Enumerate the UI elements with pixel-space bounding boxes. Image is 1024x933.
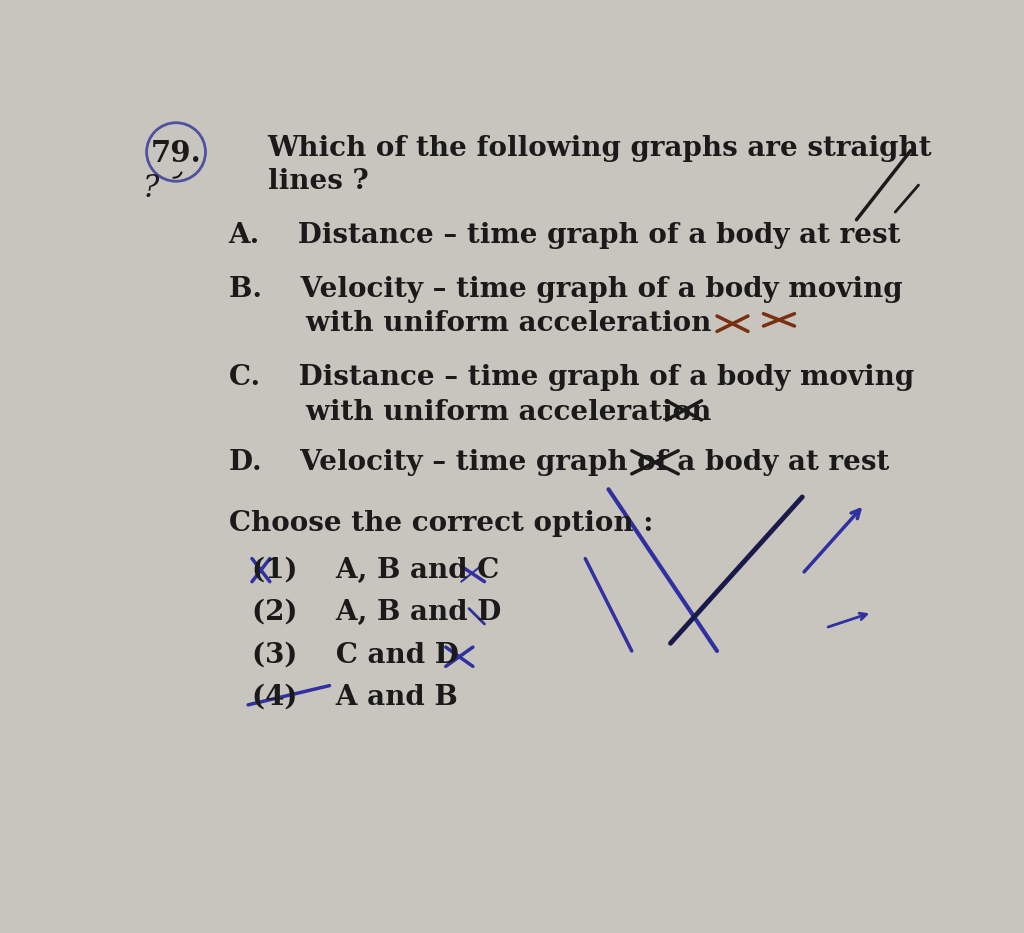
Text: C.    Distance – time graph of a body moving: C. Distance – time graph of a body movin…: [228, 364, 914, 391]
Text: with uniform acceleration: with uniform acceleration: [228, 310, 711, 337]
Text: A.    Distance – time graph of a body at rest: A. Distance – time graph of a body at re…: [228, 222, 901, 249]
Text: 79.: 79.: [151, 139, 202, 168]
Text: (3)    C and D: (3) C and D: [252, 641, 459, 668]
Text: ?: ?: [143, 174, 160, 204]
Text: (1)    A, B and C: (1) A, B and C: [252, 557, 500, 584]
Text: B.    Velocity – time graph of a body moving: B. Velocity – time graph of a body movin…: [228, 275, 902, 302]
Text: (2)    A, B and D: (2) A, B and D: [252, 599, 502, 626]
Text: (4)    A and B: (4) A and B: [252, 684, 458, 711]
Text: with uniform acceleration: with uniform acceleration: [228, 398, 711, 425]
Text: lines ?: lines ?: [267, 168, 369, 195]
Text: D.    Velocity – time graph of a body at rest: D. Velocity – time graph of a body at re…: [228, 449, 889, 476]
Text: Which of the following graphs are straight: Which of the following graphs are straig…: [267, 135, 932, 162]
Text: Choose the correct option :: Choose the correct option :: [228, 510, 653, 537]
